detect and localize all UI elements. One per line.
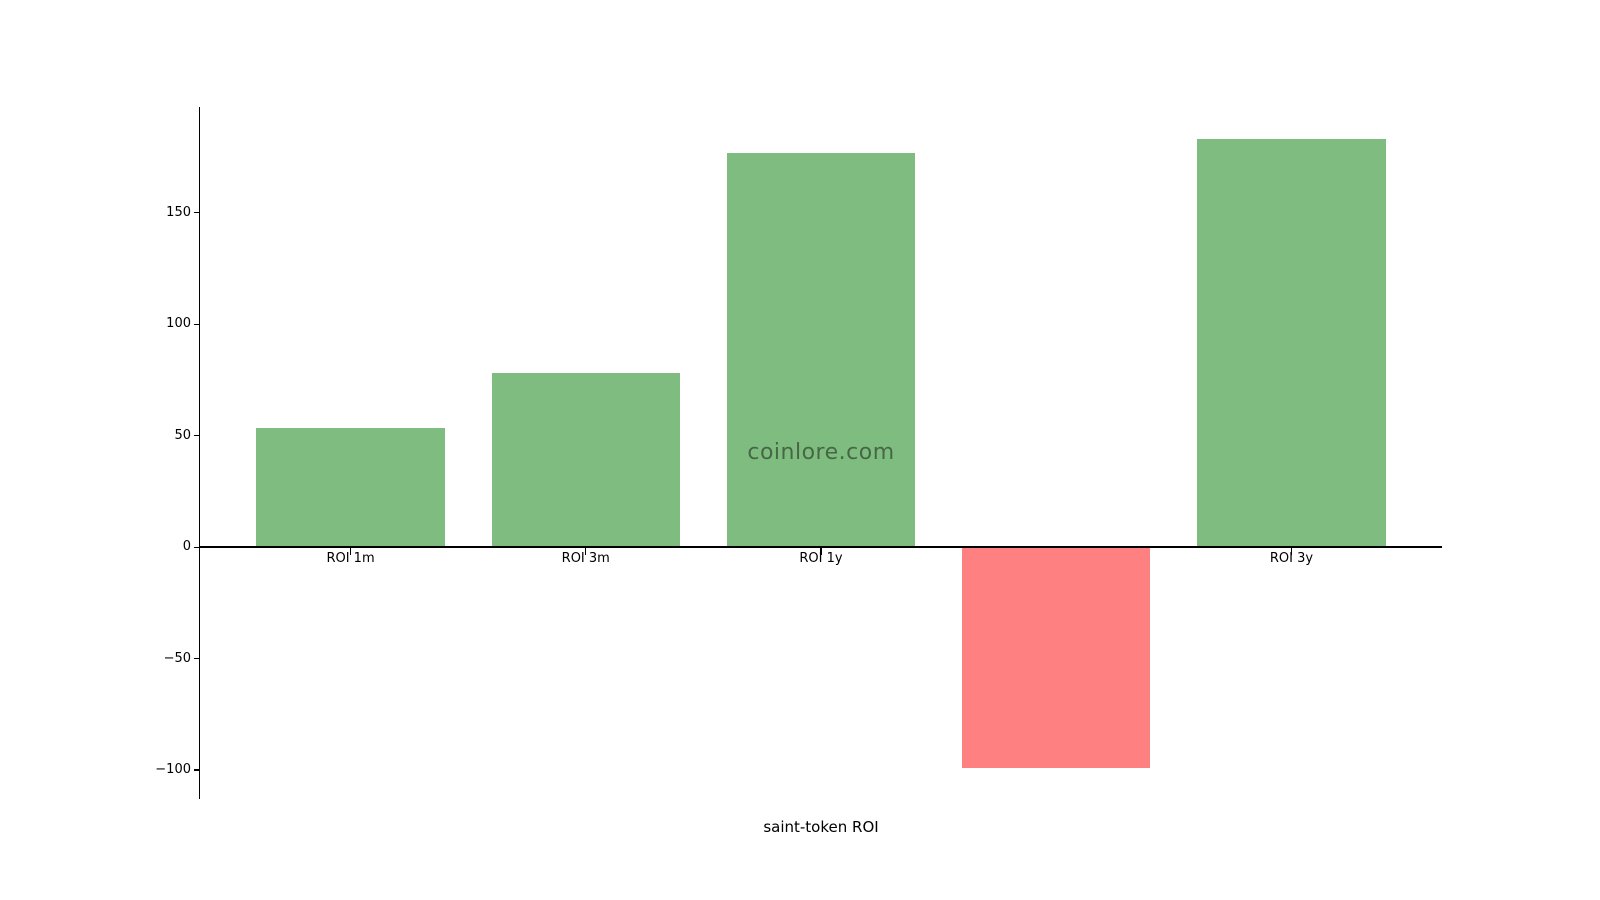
x-tick-mark	[820, 547, 822, 556]
y-tick-label: 100	[166, 316, 191, 332]
bar-roi-1m	[256, 428, 445, 548]
bar-roi-3y	[1197, 139, 1386, 548]
y-tick-label: 0	[182, 539, 191, 555]
y-tick-label: 50	[174, 427, 191, 443]
y-tick-label: −50	[163, 650, 191, 666]
x-tick-label: ROI 3m	[561, 550, 610, 566]
x-axis-zero-line	[200, 546, 1442, 548]
y-tick-label: −100	[155, 762, 191, 778]
x-tick-mark	[1290, 547, 1293, 556]
y-tick-mark	[194, 435, 200, 437]
bar-bar-4	[962, 547, 1151, 768]
y-tick-mark	[194, 212, 200, 214]
watermark: coinlore.com	[747, 440, 895, 465]
y-tick-mark	[194, 657, 200, 660]
x-tick-label: ROI 3y	[1269, 550, 1314, 566]
y-tick-mark	[194, 323, 200, 325]
y-tick-label: 150	[166, 204, 191, 220]
y-tick-mark	[194, 769, 200, 771]
x-tick-mark	[585, 547, 587, 556]
x-tick-label: ROI 1m	[326, 550, 375, 566]
y-tick-mark	[194, 546, 200, 548]
bar-roi-1y	[726, 152, 916, 548]
x-tick-mark	[349, 547, 352, 556]
chart-title: saint-token ROI	[763, 818, 879, 836]
x-tick-label: ROI 1y	[799, 550, 843, 566]
bar-roi-3m	[491, 373, 680, 548]
y-axis-spine	[198, 107, 200, 799]
